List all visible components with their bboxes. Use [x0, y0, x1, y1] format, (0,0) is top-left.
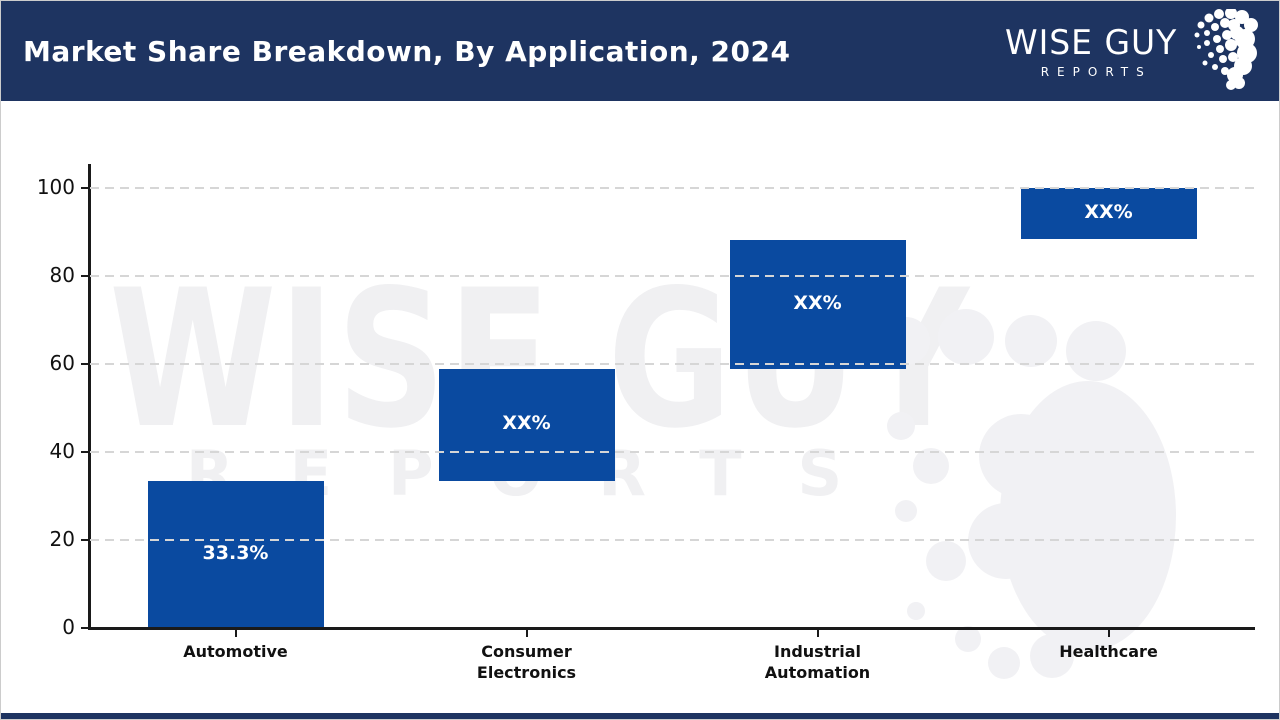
bar-healthcare — [1020, 188, 1197, 240]
gridline-40 — [90, 451, 1254, 453]
y-tick-0 — [81, 627, 89, 629]
y-tick-label-40: 40 — [49, 439, 75, 463]
y-tick-label-60: 60 — [49, 351, 75, 375]
bar-consumer-electronics — [438, 369, 615, 482]
gridline-20 — [90, 539, 1254, 541]
bar-value-label: XX% — [793, 291, 842, 314]
bar-value-label: 33.3% — [202, 541, 269, 564]
gridline-100 — [90, 187, 1254, 189]
footer-bar — [1, 713, 1279, 719]
y-tick-40 — [81, 451, 89, 453]
y-axis — [88, 164, 91, 630]
plot-region: WISE GUY REPORTS 02040608010033.3%Automo… — [1, 101, 1279, 713]
y-tick-label-80: 80 — [49, 263, 75, 287]
bar-industrial-automation — [729, 239, 906, 370]
header-bar: Market Share Breakdown, By Application, … — [1, 1, 1279, 101]
watermark-head-profile-icon — [882, 309, 1176, 679]
x-axis — [88, 627, 1255, 630]
bar-value-label: XX% — [1084, 200, 1133, 223]
bar-automotive — [147, 481, 324, 628]
gridline-60 — [90, 363, 1254, 365]
x-tick-label-3: Healthcare — [1059, 642, 1158, 661]
logo-text: WISE GUY REPORTS — [1005, 23, 1183, 79]
y-tick-label-0: 0 — [62, 615, 75, 639]
y-tick-100 — [81, 187, 89, 189]
x-tick-3 — [1107, 629, 1110, 637]
chart-title: Market Share Breakdown, By Application, … — [23, 34, 791, 68]
x-tick-label-1: Consumer Electronics — [476, 642, 577, 682]
y-tick-80 — [81, 275, 89, 277]
y-tick-60 — [81, 363, 89, 365]
x-tick-label-2: Industrial Automation — [764, 642, 871, 682]
bar-value-label: XX% — [502, 412, 551, 435]
wise-guy-logo: WISE GUY REPORTS — [1005, 9, 1259, 93]
y-tick-label-20: 20 — [49, 527, 75, 551]
x-tick-1 — [525, 629, 528, 637]
x-tick-2 — [816, 629, 819, 637]
y-tick-label-100: 100 — [36, 175, 75, 199]
gridline-80 — [90, 275, 1254, 277]
logo-brand-subtitle: REPORTS — [1040, 65, 1152, 79]
logo-brand-name: WISE GUY — [1005, 23, 1178, 63]
x-tick-0 — [234, 629, 237, 637]
dotted-head-profile-icon — [1194, 9, 1258, 90]
x-tick-label-0: Automotive — [183, 642, 288, 661]
y-tick-20 — [81, 539, 89, 541]
